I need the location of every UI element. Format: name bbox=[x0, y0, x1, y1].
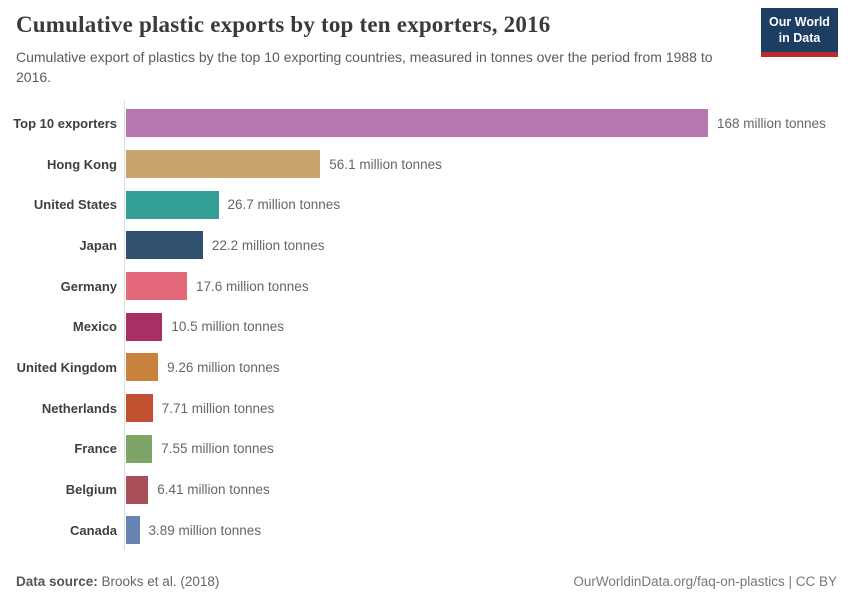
bar-label: Mexico bbox=[72, 319, 117, 335]
bar bbox=[126, 109, 708, 138]
bar-label: Canada bbox=[70, 522, 117, 538]
data-source: Data source: Brooks et al. (2018) bbox=[16, 574, 219, 589]
bar-label: Belgium bbox=[65, 482, 117, 498]
bar-label: Top 10 exporters bbox=[13, 115, 117, 131]
chart-footer: Data source: Brooks et al. (2018) OurWor… bbox=[16, 574, 837, 589]
bar-value: 168 million tonnes bbox=[717, 115, 826, 131]
bar-value: 6.41 million tonnes bbox=[157, 482, 270, 498]
bar bbox=[126, 150, 321, 179]
bar-label: United Kingdom bbox=[16, 359, 117, 375]
chart-row: United States 26.7 million tonnes bbox=[0, 184, 850, 225]
bar-value: 22.2 million tonnes bbox=[211, 237, 325, 253]
bar-value: 9.26 million tonnes bbox=[167, 359, 280, 375]
data-source-value: Brooks et al. (2018) bbox=[97, 574, 220, 589]
bar bbox=[126, 353, 159, 382]
chart-row: Netherlands 7.71 million tonnes bbox=[0, 388, 850, 429]
owid-logo-accent-bar bbox=[761, 52, 838, 58]
bar bbox=[126, 394, 153, 423]
owid-logo: Our World in Data bbox=[761, 8, 838, 58]
chart-row: Belgium 6.41 million tonnes bbox=[0, 469, 850, 510]
chart-row: France 7.55 million tonnes bbox=[0, 429, 850, 470]
bar bbox=[126, 190, 219, 219]
bar-label: Netherlands bbox=[41, 400, 117, 416]
chart-row: Top 10 exporters 168 million tonnes bbox=[0, 103, 850, 144]
bar-label: Japan bbox=[79, 237, 117, 253]
chart-rows: Top 10 exporters 168 million tonnes Hong… bbox=[0, 103, 850, 551]
chart-row: Germany 17.6 million tonnes bbox=[0, 266, 850, 307]
page-title: Cumulative plastic exports by top ten ex… bbox=[16, 12, 551, 37]
bar-label: Hong Kong bbox=[46, 156, 117, 172]
owid-logo-line2: in Data bbox=[778, 30, 821, 45]
bar-chart: Top 10 exporters 168 million tonnes Hong… bbox=[0, 100, 850, 552]
chart-row: United Kingdom 9.26 million tonnes bbox=[0, 347, 850, 388]
chart-header: Cumulative plastic exports by top ten ex… bbox=[16, 12, 761, 88]
y-axis-line bbox=[124, 100, 125, 550]
owid-logo-line1: Our World bbox=[769, 15, 830, 29]
chart-row: Japan 22.2 million tonnes bbox=[0, 225, 850, 266]
bar bbox=[126, 231, 203, 260]
chart-row: Mexico 10.5 million tonnes bbox=[0, 306, 850, 347]
bar-value: 3.89 million tonnes bbox=[148, 522, 262, 538]
bar-value: 17.6 million tonnes bbox=[196, 278, 309, 294]
chart-subtitle: Cumulative export of plastics by the top… bbox=[16, 49, 713, 86]
bar-label: United States bbox=[33, 197, 117, 213]
bar-value: 7.55 million tonnes bbox=[161, 441, 274, 457]
chart-row: Canada 3.89 million tonnes bbox=[0, 510, 850, 551]
bar bbox=[126, 434, 153, 463]
owid-logo-text: Our World in Data bbox=[761, 8, 838, 53]
bar-label: France bbox=[74, 441, 117, 457]
attribution: OurWorldinData.org/faq-on-plastics | CC … bbox=[573, 574, 837, 589]
bar bbox=[126, 516, 140, 545]
bar bbox=[126, 272, 187, 301]
bar-value: 56.1 million tonnes bbox=[329, 156, 442, 172]
bar bbox=[126, 312, 163, 341]
bar-value: 26.7 million tonnes bbox=[227, 197, 341, 213]
data-source-label: Data source: bbox=[16, 574, 98, 589]
bar-value: 10.5 million tonnes bbox=[171, 319, 284, 335]
chart-row: Hong Kong 56.1 million tonnes bbox=[0, 144, 850, 185]
bar-label: Germany bbox=[60, 278, 117, 294]
bar-value: 7.71 million tonnes bbox=[161, 400, 275, 416]
bar bbox=[126, 475, 149, 504]
